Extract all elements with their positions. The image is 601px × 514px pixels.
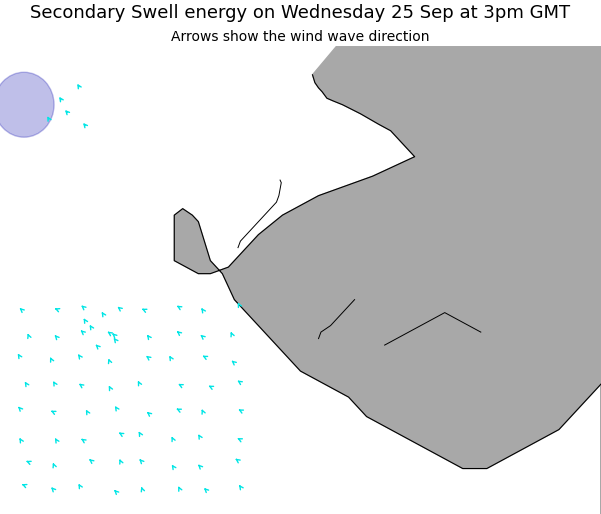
Polygon shape: [174, 46, 601, 514]
Text: Secondary Swell energy on Wednesday 25 Sep at 3pm GMT: Secondary Swell energy on Wednesday 25 S…: [31, 4, 570, 22]
Circle shape: [0, 72, 54, 137]
Text: Arrows show the wind wave direction: Arrows show the wind wave direction: [171, 30, 430, 44]
